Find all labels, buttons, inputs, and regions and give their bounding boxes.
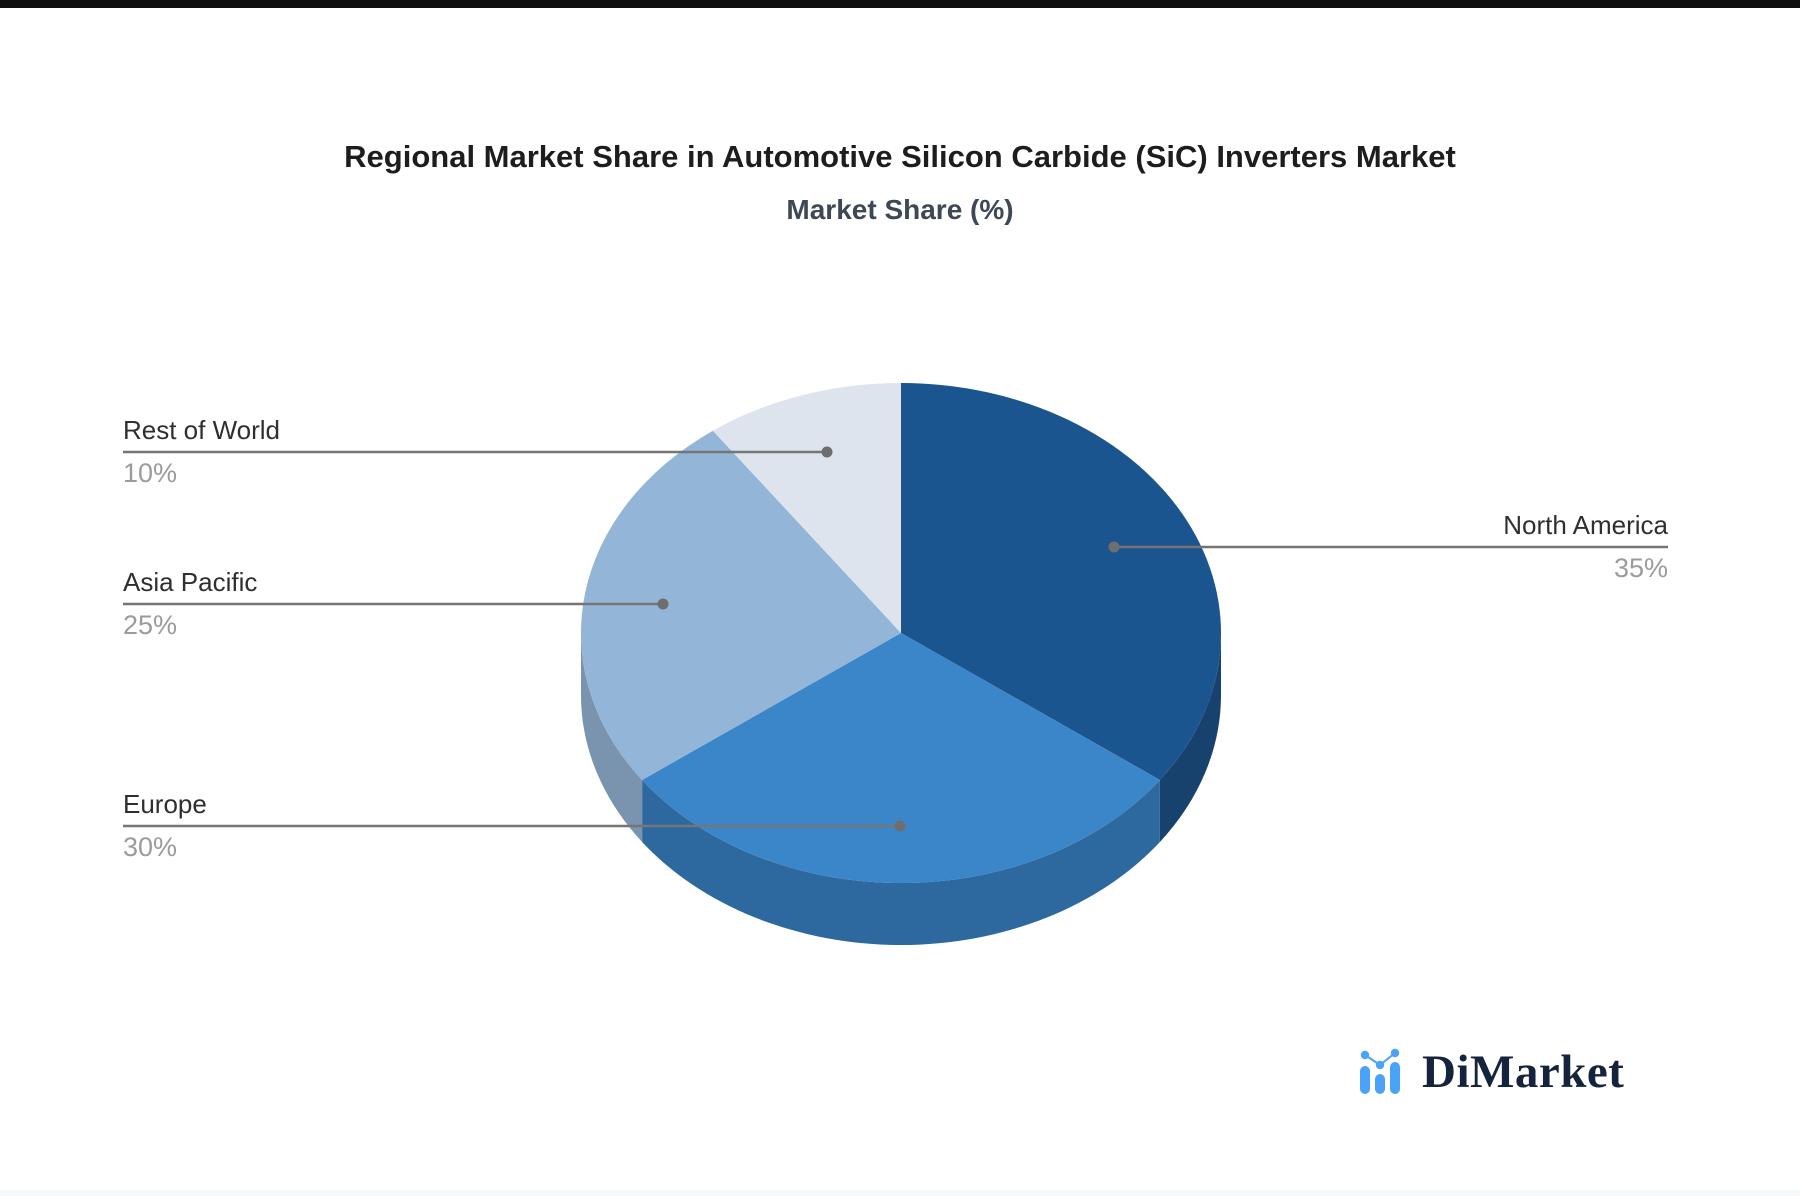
pie-slice-rest-of-world: [712, 383, 901, 633]
leader-dot: [1108, 541, 1120, 553]
slice-value: 30%: [123, 832, 178, 862]
pie-side-north-america: [1159, 633, 1221, 842]
bar-line-chart-icon: [1360, 1048, 1400, 1094]
bottom-edge-bar: [0, 1190, 1800, 1196]
logo-text: DiMarket: [1422, 1046, 1625, 1098]
slice-value: 10%: [123, 458, 178, 488]
pie-slice-europe: [642, 633, 1160, 884]
dimarket-logo: DiMarket: [1358, 1040, 1624, 1098]
slice-value: 35%: [1613, 553, 1668, 583]
callout-north-america: North America 35%: [1503, 509, 1668, 584]
slice-label: Europe: [123, 789, 207, 819]
leader-dot: [657, 598, 669, 610]
pie-slice-north-america: [901, 383, 1222, 780]
leader-dot: [894, 820, 906, 832]
callout-asia-pacific: Asia Pacific 25%: [123, 566, 257, 641]
chart-subtitle: Market Share (%): [786, 194, 1014, 225]
slice-label: Rest of World: [123, 415, 281, 445]
pie-side-asia-pacific: [581, 633, 643, 842]
top-edge-bar: [0, 0, 1800, 8]
pie-slice-asia-pacific: [580, 430, 901, 780]
callout-rest-of-world: Rest of World 10%: [123, 414, 280, 489]
slice-label: Asia Pacific: [123, 567, 258, 597]
leader-dot: [821, 446, 833, 458]
callout-europe: Europe 30%: [123, 788, 207, 863]
slice-label: North America: [1503, 510, 1668, 540]
pie-side-europe: [642, 779, 1160, 946]
page-title: Regional Market Share in Automotive Sili…: [344, 139, 1456, 174]
slice-value: 25%: [123, 610, 178, 640]
